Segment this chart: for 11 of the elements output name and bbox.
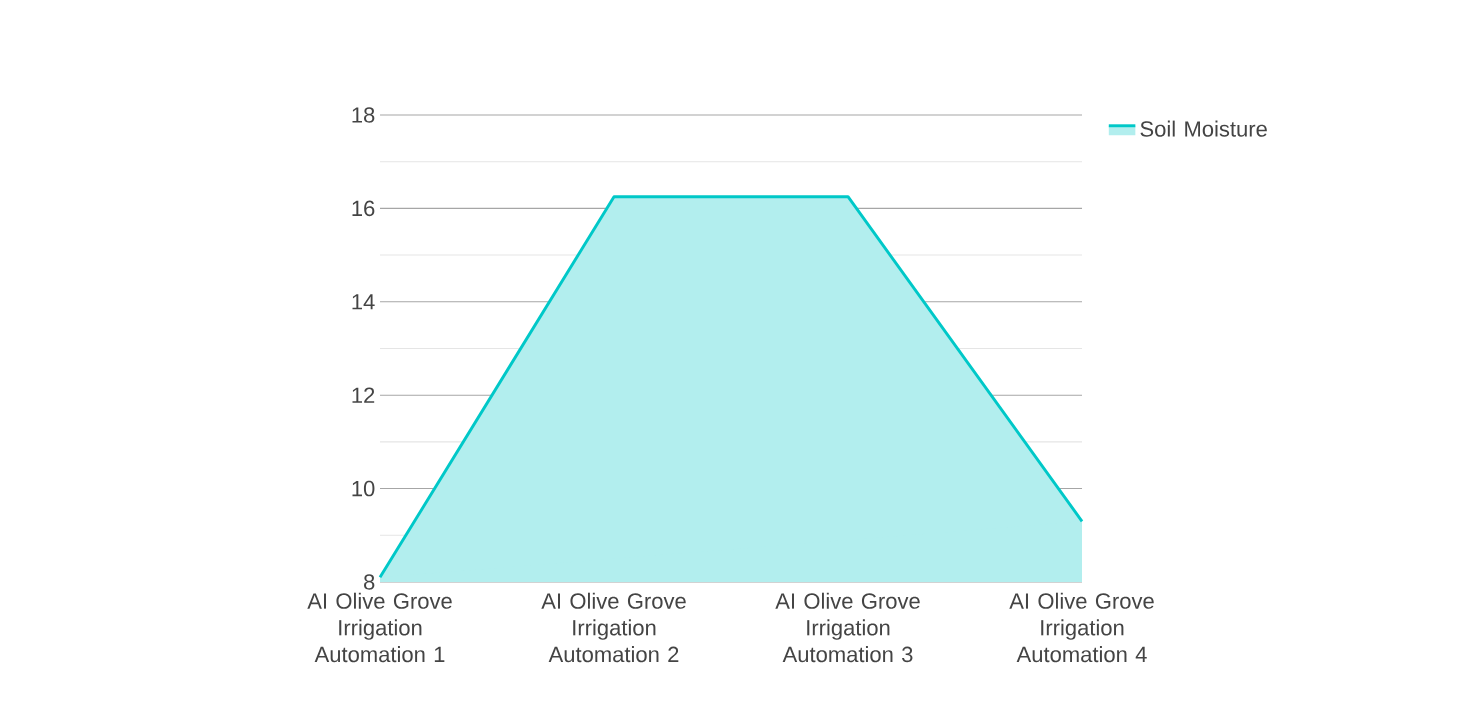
y-tick-label: 16 [352, 200, 375, 217]
x-tick-label: AI Olive Grove Irrigation Automation 4 [1009, 592, 1154, 663]
x-tick-label: AI Olive Grove Irrigation Automation 3 [775, 592, 920, 663]
y-tick-label: 18 [352, 107, 375, 123]
y-tick-label: 10 [352, 480, 375, 497]
legend-label: Soil Moisture [1140, 120, 1267, 137]
y-tick-label: 14 [352, 294, 375, 310]
x-tick-label: AI Olive Grove Irrigation Automation 2 [541, 592, 686, 663]
y-tick-label: 12 [352, 387, 375, 403]
x-tick-label: AI Olive Grove Irrigation Automation 1 [307, 592, 452, 663]
y-tick-label: 8 [364, 574, 375, 590]
